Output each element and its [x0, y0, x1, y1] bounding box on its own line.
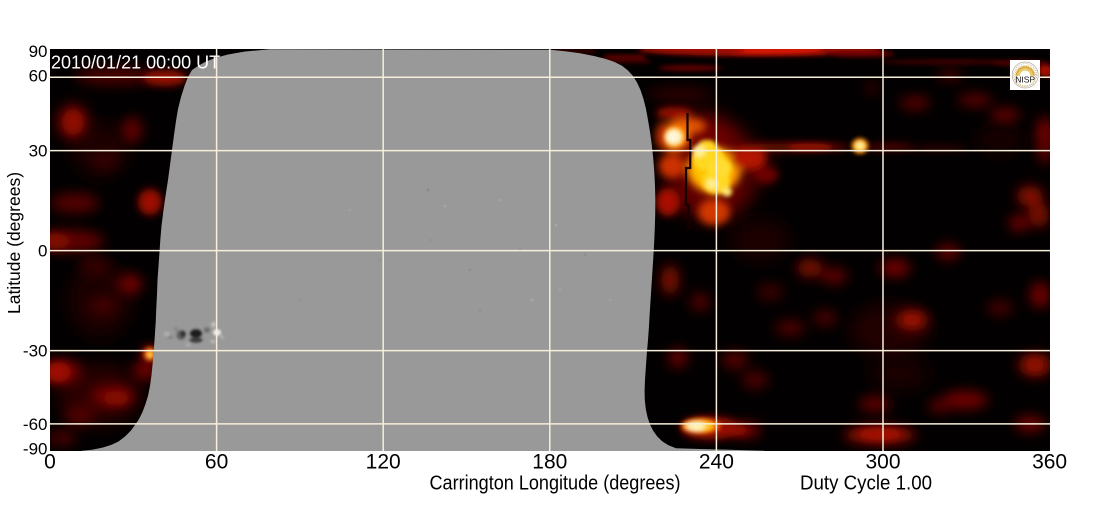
svg-text:-60: -60	[23, 415, 48, 434]
svg-text:90: 90	[29, 42, 48, 61]
svg-text:0: 0	[44, 451, 56, 474]
svg-text:240: 240	[699, 451, 734, 474]
svg-text:60: 60	[205, 451, 228, 474]
svg-text:NISP: NISP	[1015, 75, 1035, 85]
svg-text:Duty Cycle 1.00: Duty Cycle 1.00	[800, 472, 932, 495]
svg-text:300: 300	[865, 451, 900, 474]
svg-text:2010/01/21 00:00 UT: 2010/01/21 00:00 UT	[51, 53, 220, 73]
svg-text:Latitude (degrees): Latitude (degrees)	[4, 172, 24, 314]
svg-text:-30: -30	[23, 342, 48, 361]
svg-text:60: 60	[29, 67, 48, 86]
svg-text:30: 30	[29, 142, 48, 161]
svg-text:0: 0	[38, 242, 47, 261]
svg-text:360: 360	[1032, 451, 1067, 474]
svg-text:180: 180	[532, 451, 567, 474]
svg-text:Carrington Longitude (degrees): Carrington Longitude (degrees)	[430, 472, 681, 495]
svg-text:120: 120	[366, 451, 401, 474]
svg-text:-90: -90	[23, 440, 48, 459]
